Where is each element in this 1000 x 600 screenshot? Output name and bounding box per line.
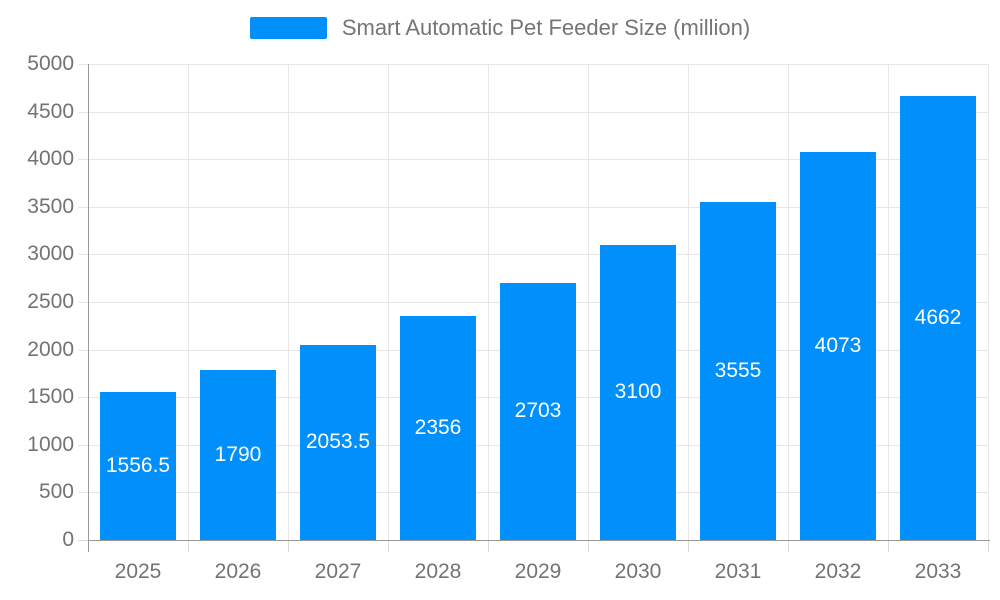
x-tick-label: 2031 — [714, 560, 762, 583]
y-tick-label: 3500 — [27, 194, 74, 218]
x-tick-label: 2029 — [514, 560, 562, 583]
bar-value-label: 1790 — [214, 442, 262, 466]
y-axis-tick — [78, 540, 88, 541]
y-gridline — [78, 64, 988, 65]
y-tick-label: 2000 — [27, 337, 74, 361]
y-tick-label: 5000 — [27, 52, 74, 75]
bar-2026[interactable]: 1790 — [200, 369, 276, 540]
legend-label: Smart Automatic Pet Feeder Size (million… — [341, 15, 751, 40]
y-gridline — [78, 159, 988, 161]
y-gridline — [78, 206, 988, 208]
x-gridline — [188, 64, 189, 540]
bar-2025[interactable]: 1556.5 — [100, 391, 176, 540]
x-tick-label: 2025 — [114, 560, 162, 583]
y-tick-label: 1000 — [27, 432, 74, 456]
bar-value-label: 3555 — [714, 358, 762, 382]
bar-value-label: 2053.5 — [305, 430, 371, 454]
bar-2030[interactable]: 3100 — [600, 244, 676, 540]
legend-swatch-icon — [249, 17, 327, 39]
bar-value-label: 2356 — [414, 415, 462, 439]
bar-value-label: 4662 — [914, 306, 962, 330]
x-tick-label: 2032 — [814, 560, 862, 583]
x-tick-label: 2027 — [314, 560, 362, 583]
x-axis-tick — [288, 540, 289, 552]
y-tick-label: 500 — [38, 480, 74, 504]
x-gridline — [588, 64, 589, 540]
x-gridline — [888, 64, 889, 540]
x-axis-tick — [788, 540, 789, 552]
x-tick-label: 2030 — [614, 560, 662, 583]
y-gridline — [78, 111, 988, 113]
y-tick-label: 4000 — [27, 147, 74, 171]
x-gridline — [288, 64, 289, 540]
x-axis-tick — [488, 540, 489, 552]
bar-2027[interactable]: 2053.5 — [300, 344, 376, 540]
y-gridline — [78, 254, 988, 256]
bar-2028[interactable]: 2356 — [400, 315, 476, 540]
y-tick-label: 1500 — [27, 385, 74, 409]
bar-2032[interactable]: 4073 — [800, 152, 876, 540]
y-tick-label: 0 — [62, 528, 74, 551]
x-axis-line — [88, 540, 990, 541]
x-axis-tick — [688, 540, 689, 552]
bar-value-label: 2703 — [514, 399, 562, 423]
bar-value-label: 1556.5 — [105, 453, 171, 477]
y-tick-label: 3000 — [27, 242, 74, 266]
bar-2033[interactable]: 4662 — [900, 96, 976, 540]
y-axis-line — [88, 64, 89, 552]
legend-item[interactable]: Smart Automatic Pet Feeder Size (million… — [249, 15, 751, 41]
x-gridline — [988, 64, 989, 540]
x-tick-label: 2033 — [914, 560, 962, 583]
x-axis-tick — [188, 540, 189, 552]
y-tick-label: 4500 — [27, 99, 74, 123]
bar-2031[interactable]: 3555 — [700, 201, 776, 540]
bar-value-label: 4073 — [814, 334, 862, 358]
x-gridline — [688, 64, 689, 540]
y-tick-label: 2500 — [27, 290, 74, 313]
bar-2029[interactable]: 2703 — [500, 282, 576, 540]
x-axis-tick — [388, 540, 389, 552]
x-gridline — [388, 64, 389, 540]
x-axis-tick — [588, 540, 589, 552]
chart-legend: Smart Automatic Pet Feeder Size (million… — [0, 0, 1000, 56]
x-tick-label: 2026 — [214, 560, 262, 583]
x-gridline — [488, 64, 489, 540]
bar-value-label: 3100 — [614, 380, 662, 404]
x-axis-tick — [888, 540, 889, 552]
x-gridline — [788, 64, 789, 540]
x-tick-label: 2028 — [414, 560, 462, 583]
x-axis-tick — [988, 540, 989, 552]
